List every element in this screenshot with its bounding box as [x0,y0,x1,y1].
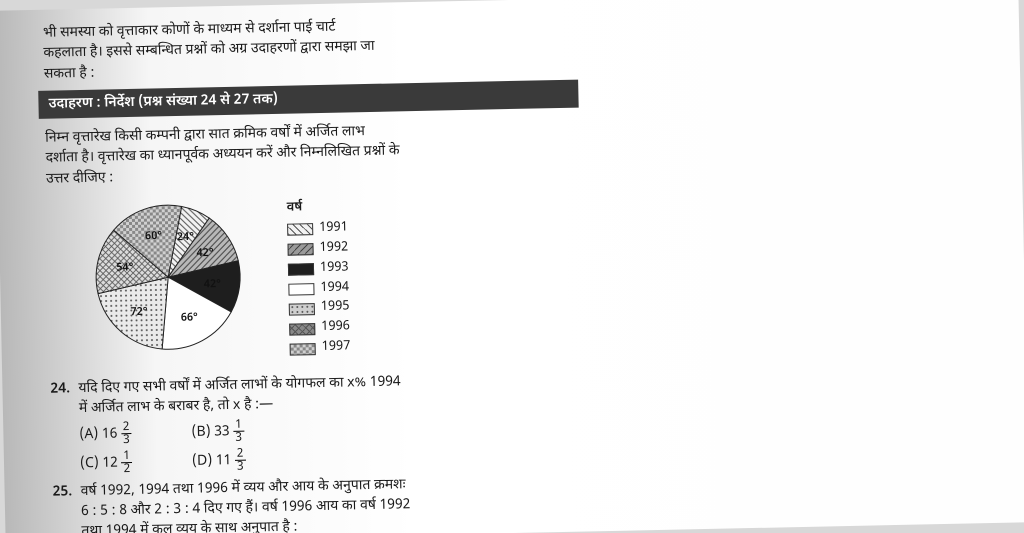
page: भी समस्या को वृत्ताकार कोणों के माध्यम स… [0,0,1024,533]
legend-label: 1995 [321,299,350,318]
question-text: वर्ष 1992, 1994 तथा 1996 में व्यय और आय … [80,462,1001,533]
legend-label: 1997 [321,339,350,358]
legend-label: 1994 [320,279,349,298]
legend-label: 1996 [321,319,350,338]
q24-option-c: (C) 12 12 [80,450,133,476]
example-heading: उदाहरण : निर्देश (प्रश्न संख्या 24 से 27… [38,79,578,119]
legend-swatch-1993 [288,263,314,276]
legend-swatch-1994 [288,283,314,296]
q24-option-d: (D) 11 23 [192,447,246,473]
legend-title: वर्ष [287,199,348,219]
legend-swatch-1995 [289,303,315,316]
q24-option-a: (A) 16 23 [79,421,132,447]
legend-swatch-1997 [290,343,316,356]
legend-swatch-1992 [287,243,313,256]
instructions: निम्न वृत्तारेख किसी कम्पनी द्वारा सात क… [45,109,994,190]
legend-row-1994: 1994 [288,279,349,299]
legend-row-1993: 1993 [288,259,349,279]
chart-row: 24°42°42°66°72°54°60° वर्ष 1991199219931… [86,180,997,369]
legend-label: 1993 [320,259,349,278]
intro-block: भी समस्या को वृत्ताकार कोणों के माध्यम स… [43,4,992,85]
question-number: 25. [52,482,81,533]
legend-label: 1992 [319,239,348,258]
question-number: 24. [50,379,79,420]
pie-slice-label-1996: 54° [116,261,134,275]
pie-slice-label-1994: 66° [181,311,199,325]
pie-slice-label-1995: 72° [130,306,148,320]
legend-row-1991: 1991 [287,219,348,239]
legend-swatch-1991 [287,224,313,237]
legend-row-1996: 1996 [289,319,350,339]
legend: वर्ष 1991199219931994199519961997 [287,199,351,360]
legend-row-1992: 1992 [287,239,348,259]
legend-label: 1991 [319,219,348,238]
q24-option-b: (B) 33 13 [191,418,244,444]
pie-slice-label-1997: 60° [145,230,163,244]
pie-slice-label-1992: 42° [196,247,214,261]
pie-slice-label-1993: 42° [204,278,222,292]
legend-swatch-1996 [289,323,315,336]
legend-row-1997: 1997 [289,339,350,359]
legend-row-1995: 1995 [289,299,350,319]
pie-chart: 24°42°42°66°72°54°60° [86,195,260,369]
